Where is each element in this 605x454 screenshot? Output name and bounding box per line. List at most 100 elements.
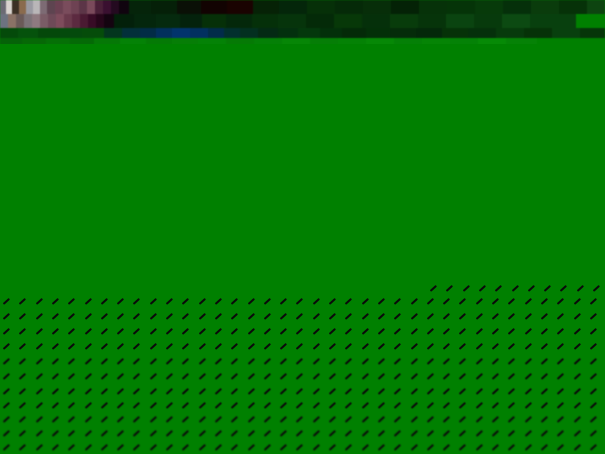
pixel-block	[447, 0, 475, 14]
pixel-block	[422, 38, 450, 45]
pixel-block	[19, 0, 26, 14]
pixel-block	[253, 0, 279, 14]
pixel-block	[46, 38, 70, 45]
pixel-block	[468, 28, 496, 38]
pixel-block	[502, 14, 530, 28]
pixel-block	[362, 14, 390, 28]
pixel-block	[16, 14, 24, 28]
pixel-block	[475, 0, 503, 14]
pixel-block	[18, 28, 38, 38]
pixel-block	[307, 0, 335, 14]
pixel-block	[12, 0, 19, 14]
pixel-block	[279, 0, 307, 14]
strip-row-blend	[0, 38, 605, 45]
green-field	[0, 44, 605, 454]
pixel-block	[80, 14, 88, 28]
pixel-block	[0, 38, 22, 45]
pixel-block	[104, 14, 114, 28]
pixel-block	[587, 0, 605, 14]
pixel-block	[104, 28, 122, 38]
pixel-block	[140, 28, 156, 38]
pixel-block	[40, 0, 47, 14]
pixel-block	[64, 14, 72, 28]
pixel-block	[40, 14, 48, 28]
pixel-block	[227, 0, 253, 14]
pixel-block	[252, 14, 278, 28]
pixel-block	[22, 38, 46, 45]
strip-row-upper-mid	[0, 14, 605, 28]
pixel-block	[134, 14, 156, 28]
pixel-block	[47, 0, 55, 14]
pixel-block	[366, 38, 394, 45]
pixel-block	[524, 28, 552, 38]
pixel-block	[334, 14, 362, 28]
pixel-block	[71, 0, 79, 14]
pixel-block	[6, 0, 12, 14]
pixel-block	[320, 28, 342, 38]
pixel-block	[129, 0, 151, 14]
pixel-block	[8, 14, 16, 28]
pixel-block	[503, 0, 531, 14]
pixel-block	[496, 28, 524, 38]
pixel-block	[416, 28, 442, 38]
pixel-block	[530, 14, 576, 28]
pixel-block	[48, 14, 56, 28]
pixel-block	[120, 38, 146, 45]
pixel-block	[63, 0, 71, 14]
pixel-block	[172, 28, 190, 38]
pixel-block	[0, 28, 18, 38]
pixel-block	[202, 14, 226, 28]
strip-row-teal-band	[0, 28, 605, 38]
pixel-block	[208, 28, 224, 38]
strip-row-top	[0, 0, 605, 14]
pixel-block	[226, 38, 254, 45]
pixel-block	[88, 14, 96, 28]
pixel-block	[419, 0, 447, 14]
pixel-block	[72, 14, 80, 28]
pixel-block	[60, 28, 82, 38]
pixel-block	[258, 28, 278, 38]
pixel-block	[531, 0, 559, 14]
pixel-block	[240, 28, 258, 38]
pixel-block	[442, 28, 468, 38]
pixel-block	[151, 0, 177, 14]
pixel-block	[450, 38, 478, 45]
pixel-block	[342, 28, 366, 38]
pixel-block	[94, 38, 120, 45]
pixel-block	[224, 28, 240, 38]
pixel-block	[177, 0, 201, 14]
pixel-block	[254, 38, 282, 45]
pixel-block	[580, 28, 605, 38]
pixel-block	[33, 0, 40, 14]
pixel-block	[38, 28, 60, 38]
pixel-block	[70, 38, 94, 45]
pixel-block	[559, 0, 587, 14]
pixel-block	[363, 0, 391, 14]
pixel-block	[95, 0, 103, 14]
pixel-block	[156, 14, 180, 28]
pixel-block	[506, 38, 537, 45]
pixel-block	[32, 14, 40, 28]
pixel-block	[306, 14, 334, 28]
pixel-block	[201, 0, 227, 14]
pixel-block	[394, 38, 422, 45]
pixelated-image-strip	[0, 0, 605, 45]
pixel-block	[111, 0, 119, 14]
pixel-block	[474, 14, 502, 28]
pixel-block	[56, 14, 64, 28]
pixel-block	[390, 14, 418, 28]
pixel-block	[114, 14, 134, 28]
pixel-block	[103, 0, 111, 14]
pixel-block	[172, 38, 198, 45]
pixel-block	[552, 28, 580, 38]
pixel-block	[0, 14, 8, 28]
pixel-block	[96, 14, 104, 28]
pixel-block	[82, 28, 104, 38]
pixel-block	[226, 14, 252, 28]
pixel-block	[366, 28, 390, 38]
pixel-block	[198, 38, 226, 45]
pixel-block	[146, 38, 172, 45]
pixel-block	[278, 28, 298, 38]
pixel-block	[190, 28, 208, 38]
